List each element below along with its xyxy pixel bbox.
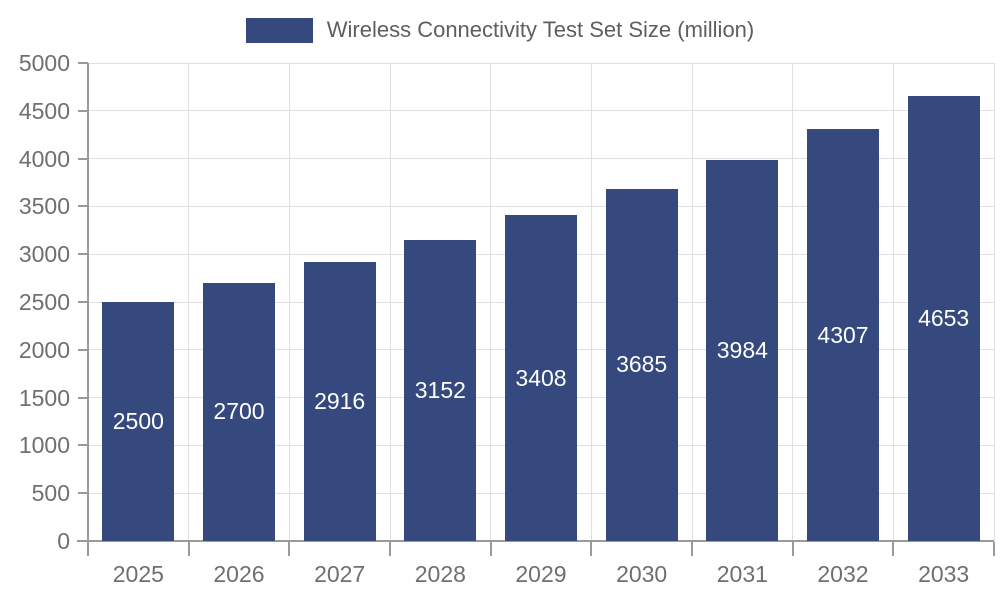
- bar-value-label: 2916: [314, 388, 366, 415]
- x-axis-tick: [389, 542, 391, 556]
- legend-label: Wireless Connectivity Test Set Size (mil…: [326, 17, 755, 42]
- y-axis-tick: [78, 444, 88, 447]
- x-axis-tick-label: 2030: [616, 561, 668, 587]
- y-gridline: [88, 110, 994, 112]
- x-gridline: [792, 63, 794, 541]
- y-axis-line: [87, 63, 89, 541]
- x-axis-tick: [87, 542, 89, 556]
- x-axis-tick-label: 2027: [314, 561, 366, 587]
- x-gridline: [993, 63, 995, 541]
- bar[interactable]: 3984: [706, 160, 779, 541]
- bar[interactable]: 2700: [203, 282, 275, 541]
- x-gridline: [288, 63, 290, 541]
- x-gridline: [590, 63, 592, 541]
- bar[interactable]: 3685: [605, 188, 678, 541]
- x-axis-tick-label: 2026: [213, 561, 265, 587]
- y-axis-tick: [78, 396, 88, 399]
- y-axis-tick-label: 2500: [18, 289, 70, 315]
- x-gridline: [892, 63, 894, 541]
- bar[interactable]: 2916: [303, 262, 376, 541]
- y-axis-tick-label: 4500: [18, 97, 70, 124]
- x-axis-tick: [288, 542, 291, 556]
- y-axis-tick-label: 500: [31, 480, 70, 507]
- x-gridline: [691, 63, 693, 541]
- bar[interactable]: 4653: [907, 96, 980, 541]
- x-axis-tick-label: 2025: [112, 561, 164, 587]
- y-gridline: [88, 158, 994, 160]
- x-axis-tick: [993, 542, 995, 556]
- x-gridline: [389, 63, 391, 541]
- legend-swatch-icon: [245, 17, 313, 43]
- bar-value-label: 3408: [515, 364, 567, 391]
- x-axis-tick: [892, 542, 895, 556]
- y-axis-tick: [78, 205, 88, 208]
- x-axis-tick-label: 2032: [817, 561, 869, 587]
- bar-value-label: 3152: [414, 376, 466, 403]
- bar-value-label: 2700: [213, 398, 265, 425]
- y-axis-tick: [78, 301, 88, 303]
- y-axis-tick-label: 0: [57, 528, 70, 554]
- y-axis-tick-label: 1000: [18, 432, 70, 459]
- y-axis-tick-label: 3000: [18, 241, 70, 268]
- legend[interactable]: Wireless Connectivity Test Set Size (mil…: [0, 17, 1000, 43]
- y-gridline: [88, 205, 994, 207]
- x-axis-tick: [691, 542, 693, 556]
- x-axis-tick-label: 2029: [515, 561, 567, 587]
- x-axis-tick: [791, 542, 794, 556]
- y-axis-tick-label: 2000: [18, 336, 70, 363]
- y-axis-tick: [78, 157, 88, 160]
- x-axis-line: [77, 540, 994, 542]
- y-axis-tick: [78, 253, 88, 256]
- bar[interactable]: 4307: [807, 129, 879, 541]
- y-axis-tick: [78, 62, 88, 64]
- y-axis-tick-label: 4000: [18, 145, 70, 172]
- y-axis-tick-label: 1500: [18, 384, 70, 411]
- y-axis-tick-label: 3500: [18, 193, 70, 220]
- bar-value-label: 2500: [112, 408, 164, 434]
- bar[interactable]: 2500: [102, 302, 175, 541]
- bar-value-label: 3984: [716, 337, 768, 364]
- x-axis-tick-label: 2031: [716, 561, 768, 587]
- x-axis-tick-label: 2028: [414, 561, 466, 587]
- y-axis-tick-label: 5000: [18, 50, 70, 76]
- x-axis-tick: [187, 542, 190, 556]
- y-axis-tick: [78, 492, 88, 495]
- x-axis-tick-label: 2033: [918, 561, 970, 587]
- x-gridline: [490, 63, 492, 541]
- x-axis-tick: [590, 542, 593, 556]
- bar[interactable]: 3152: [404, 239, 477, 541]
- x-gridline: [188, 63, 190, 541]
- x-axis-tick: [489, 542, 492, 556]
- bar-value-label: 4653: [918, 305, 970, 332]
- bar-value-label: 4307: [817, 321, 869, 348]
- y-axis-tick: [78, 348, 88, 351]
- y-gridline: [88, 62, 994, 64]
- y-axis-tick: [78, 109, 88, 112]
- bar-value-label: 3685: [616, 351, 668, 378]
- bar[interactable]: 3408: [505, 215, 577, 541]
